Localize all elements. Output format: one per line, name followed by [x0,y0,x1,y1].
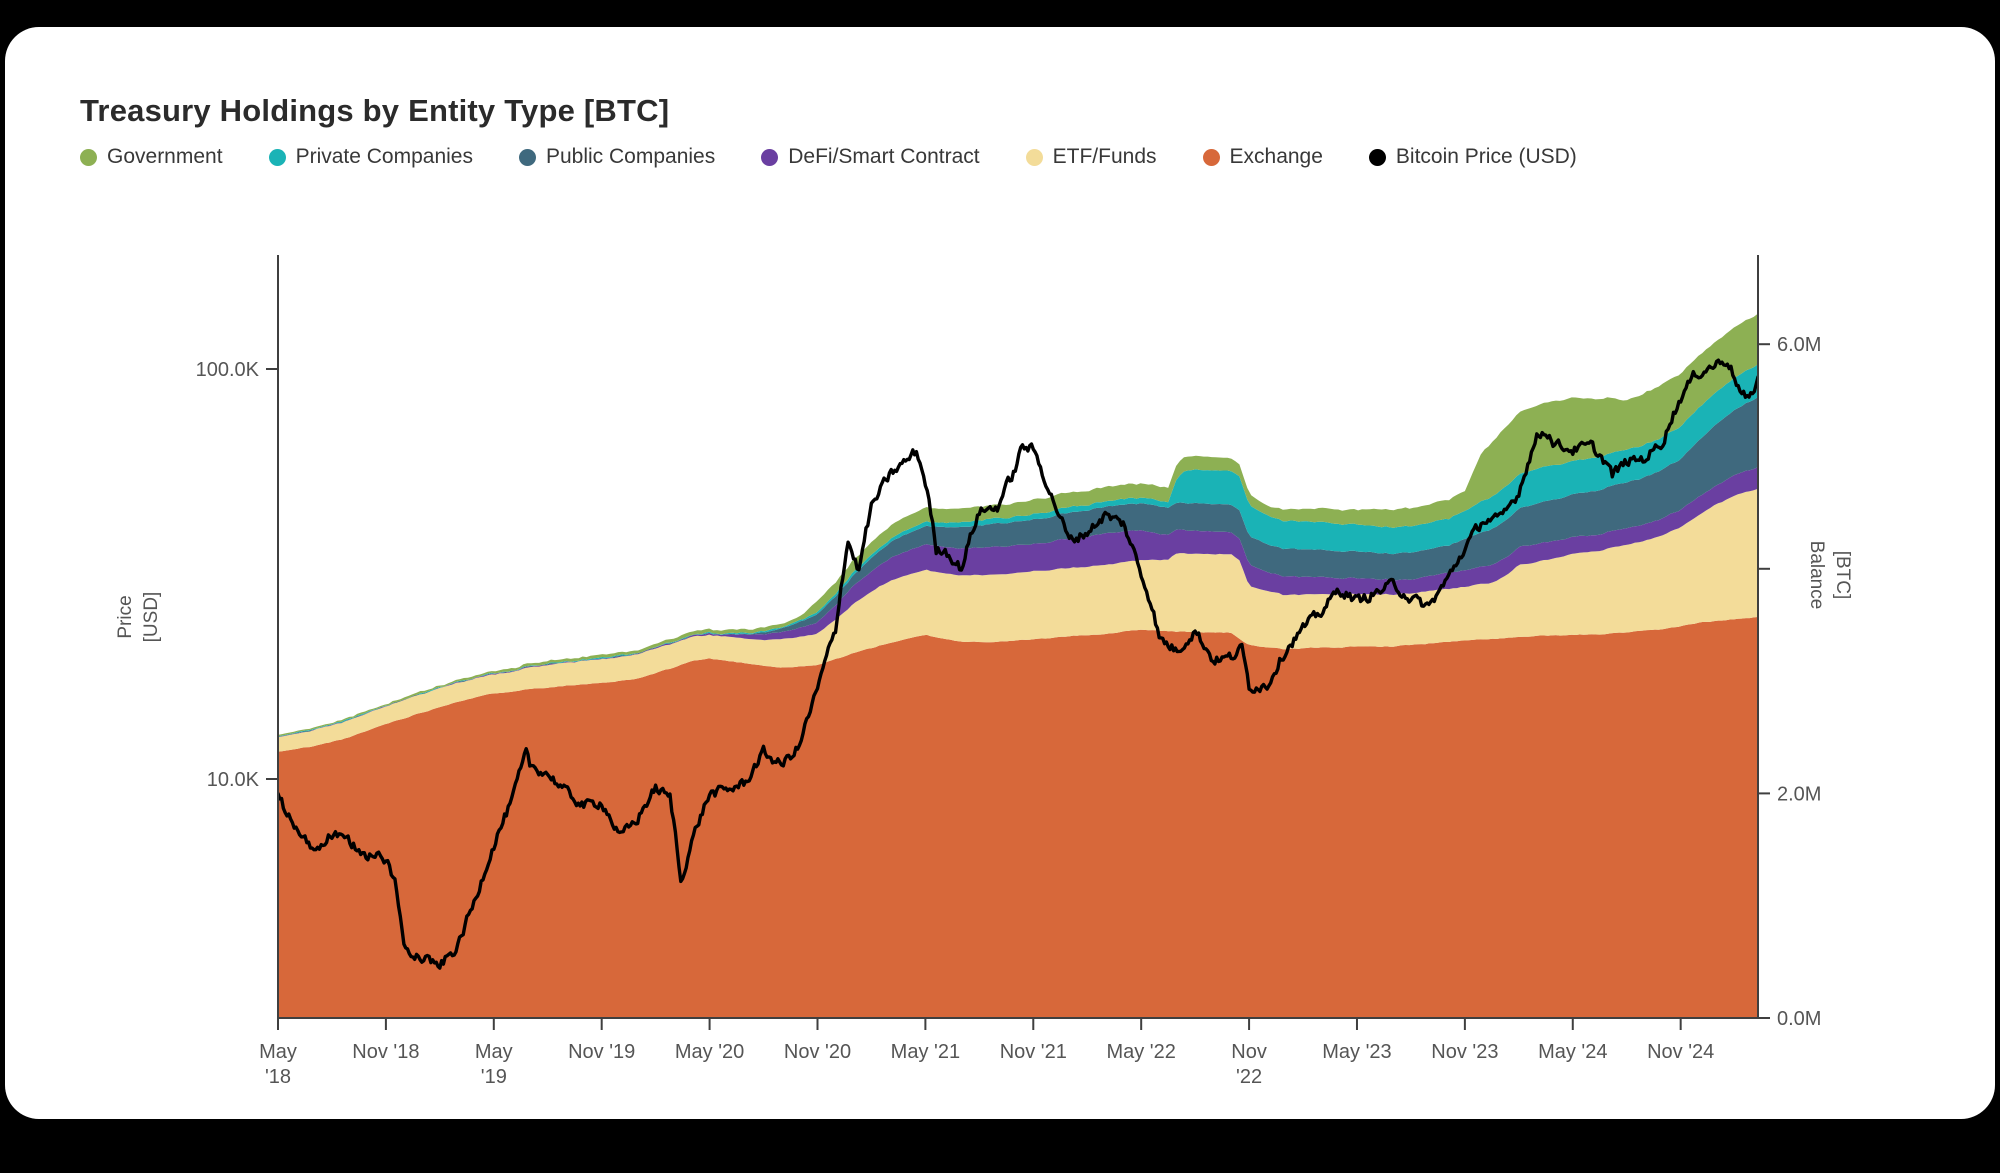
y-right-axis-title: [BTC] [1832,551,1853,600]
chart-legend: Government Private Companies Public Compan… [80,145,1577,169]
legend-label: Exchange [1229,145,1323,168]
legend-dot-icon [1025,148,1043,166]
chart-card: Treasury Holdings by Entity Type [BTC] G… [5,27,1995,1119]
y-right-axis-title: Balance [1806,541,1827,610]
x-tick-label: Nov '18 [352,1041,419,1063]
y-left-tick-label: 100.0K [196,359,260,381]
axes [277,255,1759,1019]
legend-item-public-companies[interactable]: Public Companies [518,145,716,169]
x-tick-label: Nov '23 [1431,1041,1498,1063]
x-tick-label: '22 [1236,1066,1262,1088]
x-tick-label: May '23 [1322,1041,1391,1063]
x-tick-label: '18 [265,1066,291,1088]
area-public-companies [278,396,1758,737]
x-tick-label: May [475,1041,513,1063]
y-left-tick-label: 10.0K [207,769,260,791]
legend-dot-icon [80,148,97,166]
chart-title: Treasury Holdings by Entity Type [BTC] [80,93,670,128]
legend-label: Government [107,145,223,168]
treasury-holdings-chart[interactable]: 100.0K 10.0K 6.0M 2.0M 0.0M May '18 Nov '18 May '… [5,27,2000,1173]
x-tick-label: May '22 [1106,1041,1175,1063]
legend-item-government[interactable]: Government [80,145,223,169]
legend-dot-icon [268,148,286,166]
legend-dot-icon [518,148,536,166]
legend-dot-icon [761,148,779,166]
legend-item-etf-funds[interactable]: ETF/Funds [1025,145,1157,169]
x-tick-label: '19 [481,1066,507,1088]
y-right-tick-label: 2.0M [1777,783,1821,805]
axis-titles: Price [USD] Balance [BTC] [115,541,1853,643]
area-exchange [278,616,1758,1018]
area-etf-funds [278,488,1758,752]
x-tick-label: Nov '21 [1000,1041,1067,1063]
x-tick-label: Nov '24 [1647,1041,1714,1063]
x-tick-label: Nov '20 [784,1041,851,1063]
x-tick-label: May [259,1041,297,1063]
plot-area[interactable] [278,313,1758,1018]
y-left-axis-title: [USD] [141,592,162,643]
x-tick-label: May '21 [891,1041,960,1063]
y-right-tick-label: 0.0M [1777,1008,1821,1030]
x-tick-label: Nov '19 [568,1041,635,1063]
legend-dot-icon [1368,148,1386,166]
y-left-axis-title: Price [115,595,136,638]
legend-item-private-companies[interactable]: Private Companies [268,145,473,169]
x-tick-label: May '20 [675,1041,744,1063]
legend-label: ETF/Funds [1052,145,1157,168]
legend-label: Private Companies [295,145,473,168]
legend-dot-icon [1202,148,1220,166]
legend-item-exchange[interactable]: Exchange [1202,145,1323,169]
y-right-tick-label: 6.0M [1777,334,1821,356]
legend-label: DeFi/Smart Contract [788,145,980,168]
legend-label: Bitcoin Price (USD) [1395,145,1577,168]
legend-item-defi-smart-contract[interactable]: DeFi/Smart Contract [761,145,980,169]
tick-labels: 100.0K 10.0K 6.0M 2.0M 0.0M May '18 Nov '18 May '… [196,334,1822,1088]
legend-item-bitcoin-price-usd-[interactable]: Bitcoin Price (USD) [1368,145,1577,169]
bitcoin-price-line [278,358,1758,970]
x-tick-label: May '24 [1538,1041,1607,1063]
tick-marks [266,343,1770,1030]
legend-label: Public Companies [545,145,716,168]
x-tick-label: Nov [1231,1041,1267,1063]
